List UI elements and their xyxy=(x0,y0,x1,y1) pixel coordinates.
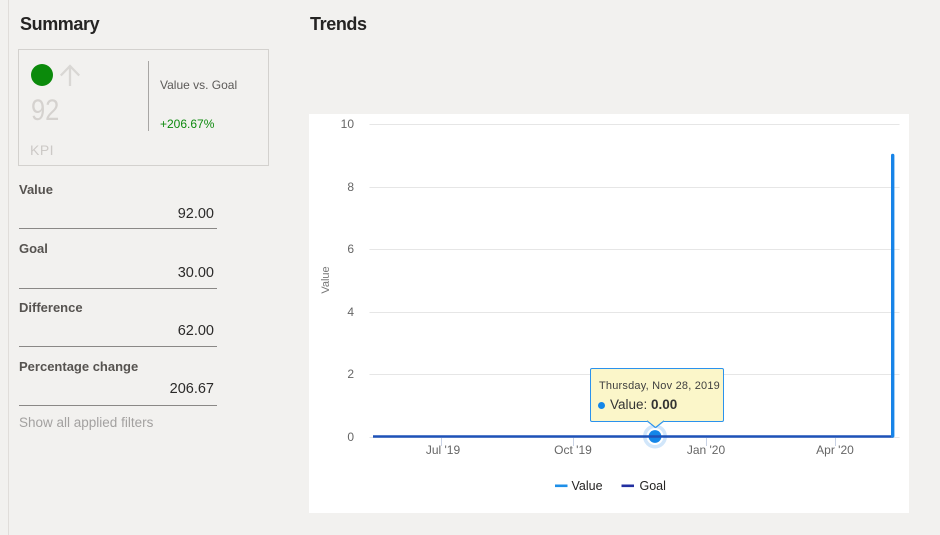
svg-text:6: 6 xyxy=(347,242,354,256)
svg-text:Goal: Goal xyxy=(640,479,666,493)
svg-text:Apr '20: Apr '20 xyxy=(816,443,854,457)
svg-text:Jan '20: Jan '20 xyxy=(687,443,726,457)
svg-text:2: 2 xyxy=(347,367,354,381)
svg-text:0: 0 xyxy=(347,430,354,444)
svg-text:Value: Value xyxy=(320,266,332,293)
svg-text:10: 10 xyxy=(341,117,355,131)
svg-text:4: 4 xyxy=(347,305,354,319)
svg-text:Value: Value xyxy=(572,479,603,493)
svg-text:Jul '19: Jul '19 xyxy=(426,443,461,457)
svg-text:8: 8 xyxy=(347,180,354,194)
svg-text:Oct '19: Oct '19 xyxy=(554,443,592,457)
